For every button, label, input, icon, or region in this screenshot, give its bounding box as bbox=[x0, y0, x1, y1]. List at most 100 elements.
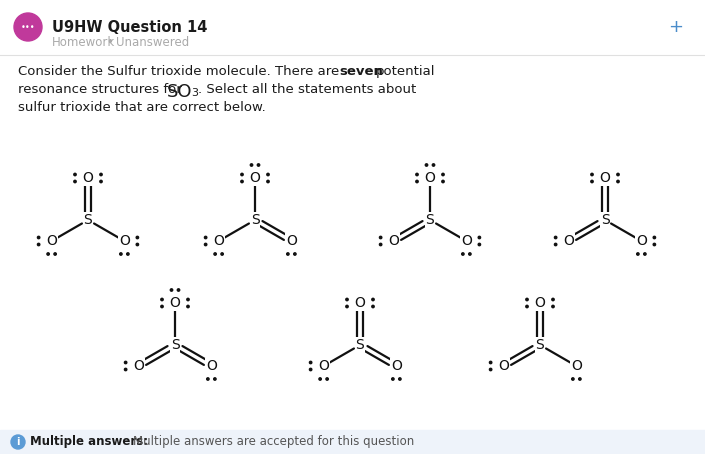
Circle shape bbox=[462, 253, 464, 255]
Circle shape bbox=[644, 253, 646, 255]
Circle shape bbox=[319, 378, 321, 380]
Text: Multiple answers are accepted for this question: Multiple answers are accepted for this q… bbox=[133, 435, 415, 449]
Circle shape bbox=[372, 305, 374, 308]
Text: O: O bbox=[119, 234, 130, 248]
Text: O: O bbox=[388, 234, 399, 248]
Circle shape bbox=[11, 435, 25, 449]
Circle shape bbox=[241, 173, 243, 176]
Circle shape bbox=[294, 253, 296, 255]
Circle shape bbox=[552, 298, 554, 301]
Circle shape bbox=[120, 253, 122, 255]
Text: S: S bbox=[171, 338, 179, 352]
Circle shape bbox=[326, 378, 329, 380]
Text: potential: potential bbox=[376, 65, 436, 78]
Text: resonance structures for: resonance structures for bbox=[18, 83, 186, 96]
Circle shape bbox=[221, 253, 223, 255]
Circle shape bbox=[37, 243, 39, 246]
Text: O: O bbox=[424, 171, 436, 185]
Circle shape bbox=[37, 236, 39, 239]
Circle shape bbox=[526, 298, 528, 301]
Text: S: S bbox=[601, 213, 609, 227]
Circle shape bbox=[161, 298, 163, 301]
Text: O: O bbox=[213, 234, 224, 248]
Circle shape bbox=[345, 298, 348, 301]
Circle shape bbox=[171, 289, 173, 291]
Circle shape bbox=[161, 305, 163, 308]
Text: O: O bbox=[47, 234, 57, 248]
Circle shape bbox=[379, 236, 382, 239]
Circle shape bbox=[552, 305, 554, 308]
Circle shape bbox=[416, 180, 418, 183]
Circle shape bbox=[637, 253, 639, 255]
Text: U9HW Question 14: U9HW Question 14 bbox=[52, 20, 207, 35]
Circle shape bbox=[257, 164, 259, 166]
Circle shape bbox=[478, 236, 481, 239]
Circle shape bbox=[442, 180, 444, 183]
Circle shape bbox=[204, 243, 207, 246]
Text: Unanswered: Unanswered bbox=[116, 36, 189, 49]
Circle shape bbox=[187, 305, 189, 308]
Text: sulfur trioxide that are correct below.: sulfur trioxide that are correct below. bbox=[18, 101, 266, 114]
Circle shape bbox=[478, 243, 481, 246]
Text: O: O bbox=[636, 234, 646, 248]
Circle shape bbox=[47, 253, 49, 255]
Text: O: O bbox=[286, 234, 297, 248]
Text: O: O bbox=[170, 296, 180, 310]
Text: i: i bbox=[16, 437, 20, 447]
Bar bbox=[0, 430, 705, 454]
Text: O: O bbox=[571, 359, 582, 373]
Text: S: S bbox=[250, 213, 259, 227]
Text: S: S bbox=[84, 213, 92, 227]
Text: Multiple answers:: Multiple answers: bbox=[30, 435, 148, 449]
Circle shape bbox=[250, 164, 252, 166]
Circle shape bbox=[74, 180, 76, 183]
Circle shape bbox=[653, 236, 656, 239]
Circle shape bbox=[572, 378, 574, 380]
Text: O: O bbox=[461, 234, 472, 248]
Circle shape bbox=[214, 378, 216, 380]
Circle shape bbox=[591, 180, 593, 183]
Circle shape bbox=[136, 243, 139, 246]
Circle shape bbox=[14, 13, 42, 41]
Text: 3: 3 bbox=[191, 88, 198, 98]
Text: •••: ••• bbox=[20, 23, 35, 31]
Text: O: O bbox=[391, 359, 402, 373]
Circle shape bbox=[345, 305, 348, 308]
Circle shape bbox=[425, 164, 428, 166]
Circle shape bbox=[442, 173, 444, 176]
Circle shape bbox=[309, 368, 312, 371]
Circle shape bbox=[124, 361, 127, 364]
Circle shape bbox=[177, 289, 180, 291]
Circle shape bbox=[100, 173, 102, 176]
Circle shape bbox=[204, 236, 207, 239]
Circle shape bbox=[591, 173, 593, 176]
Circle shape bbox=[266, 180, 269, 183]
Text: O: O bbox=[599, 171, 611, 185]
Text: seven: seven bbox=[339, 65, 383, 78]
Text: S: S bbox=[536, 338, 544, 352]
Text: O: O bbox=[206, 359, 217, 373]
Text: Homework: Homework bbox=[52, 36, 115, 49]
Circle shape bbox=[372, 298, 374, 301]
Circle shape bbox=[469, 253, 471, 255]
Circle shape bbox=[392, 378, 394, 380]
Circle shape bbox=[124, 368, 127, 371]
Circle shape bbox=[554, 236, 557, 239]
Circle shape bbox=[241, 180, 243, 183]
Circle shape bbox=[309, 361, 312, 364]
Circle shape bbox=[100, 180, 102, 183]
Circle shape bbox=[489, 361, 492, 364]
Circle shape bbox=[127, 253, 129, 255]
Circle shape bbox=[266, 173, 269, 176]
Text: O: O bbox=[563, 234, 574, 248]
Text: S: S bbox=[355, 338, 364, 352]
Text: O: O bbox=[355, 296, 365, 310]
Circle shape bbox=[74, 173, 76, 176]
Circle shape bbox=[653, 243, 656, 246]
Circle shape bbox=[398, 378, 401, 380]
Text: O: O bbox=[82, 171, 94, 185]
Circle shape bbox=[663, 14, 689, 40]
Circle shape bbox=[416, 173, 418, 176]
Text: O: O bbox=[250, 171, 260, 185]
Text: SO: SO bbox=[167, 83, 192, 101]
